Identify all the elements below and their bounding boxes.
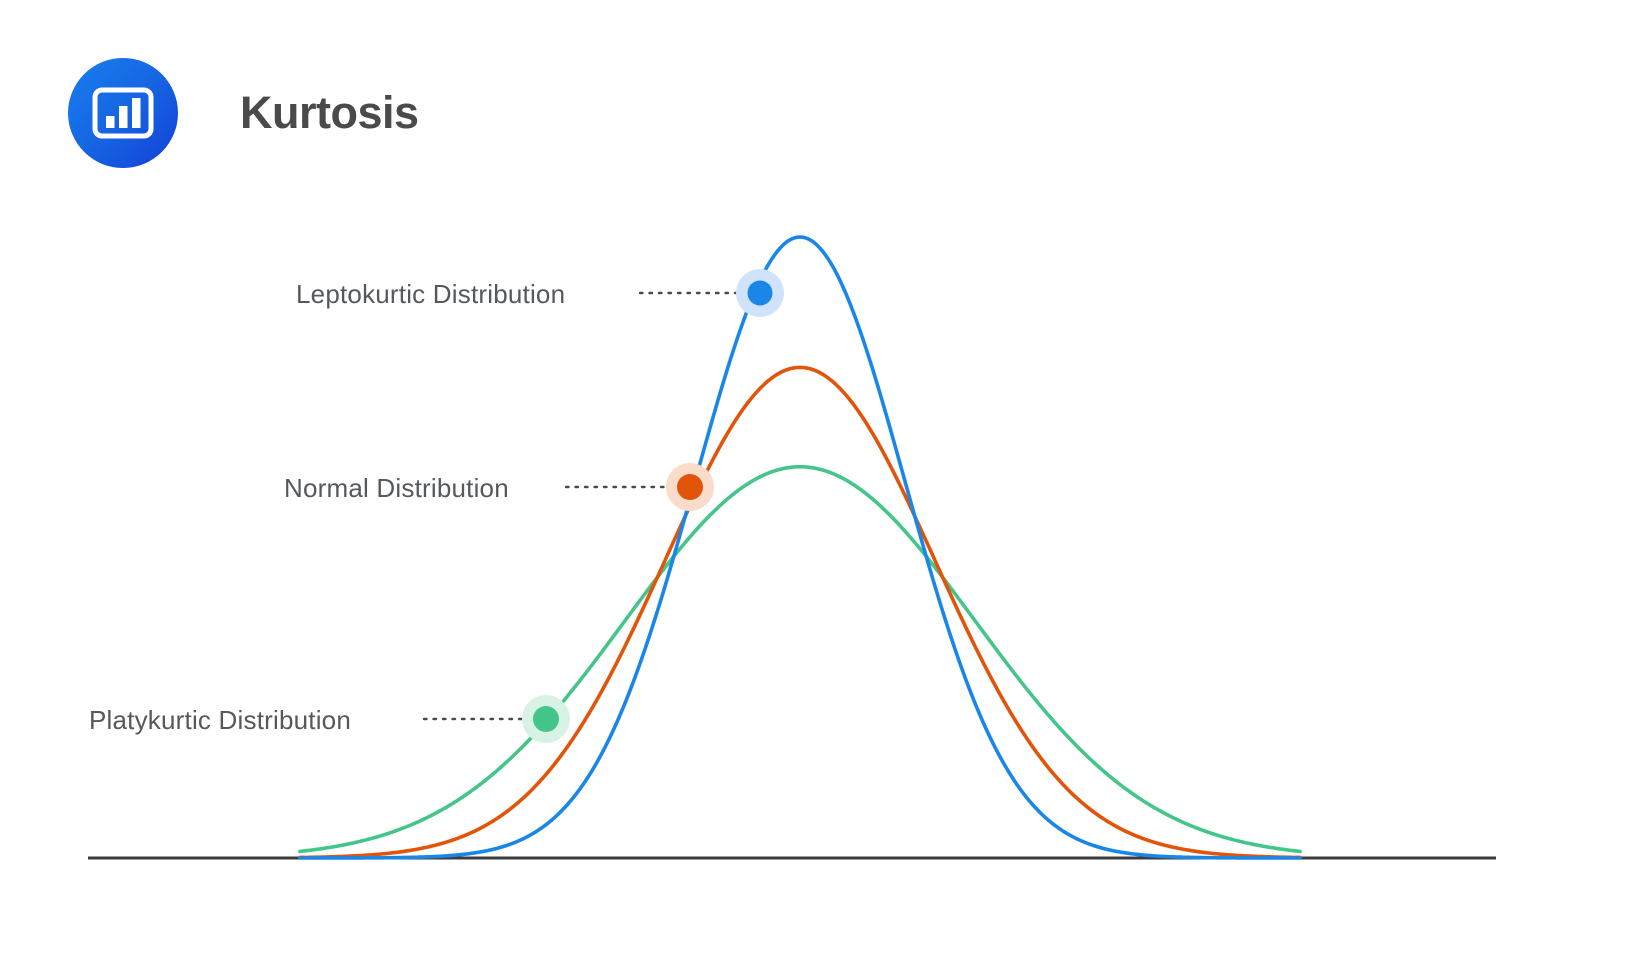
series-label-leptokurtic: Leptokurtic Distribution: [296, 279, 566, 309]
page-title: Kurtosis: [240, 87, 419, 138]
marker-dot-platykurtic[interactable]: [533, 706, 559, 732]
curve-platykurtic: [298, 464, 1302, 854]
marker-dot-leptokurtic[interactable]: [747, 280, 773, 306]
marker-dot-normal[interactable]: [677, 474, 703, 500]
series-label-platykurtic: Platykurtic Distribution: [89, 705, 351, 735]
curve-normal: [298, 365, 1302, 860]
page-header: Kurtosis: [68, 58, 419, 168]
bar-chart-icon: [68, 58, 178, 168]
curve-leptokurtic: [298, 235, 1302, 860]
series-label-normal: Normal Distribution: [284, 473, 509, 503]
